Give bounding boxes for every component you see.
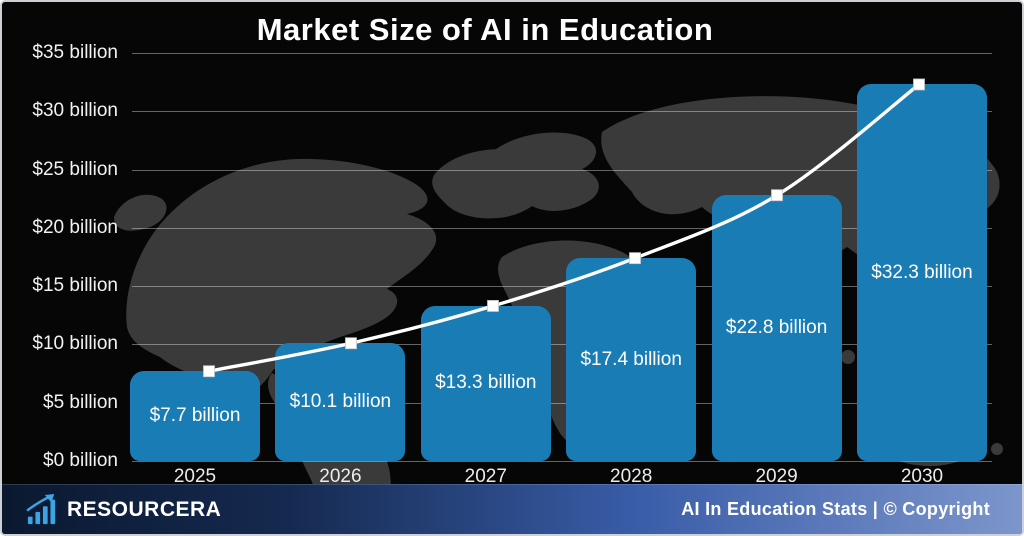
bar-2028: $17.4 billion bbox=[566, 258, 697, 461]
chart-title: Market Size of AI in Education bbox=[256, 12, 714, 47]
bar-value-label: $7.7 billion bbox=[149, 405, 241, 427]
x-tick-label: 2029 bbox=[755, 466, 798, 487]
x-tick-label: 2030 bbox=[900, 466, 944, 487]
bar-2025: $7.7 billion bbox=[130, 371, 260, 461]
resourcera-logo-icon bbox=[26, 493, 56, 524]
x-tick-label: 2028 bbox=[610, 466, 653, 487]
bar-value-label: $32.3 billion bbox=[871, 261, 973, 283]
y-tick-label: $35 billion bbox=[32, 42, 118, 63]
bar-value-label: $13.3 billion bbox=[435, 372, 537, 394]
footer-bar: RESOURCERA AI In Education Stats | © Cop… bbox=[2, 484, 1022, 534]
y-tick-label: $15 billion bbox=[32, 275, 118, 297]
gridline bbox=[132, 461, 992, 462]
bar-2030: $32.3 billion bbox=[857, 84, 987, 461]
brand-block: RESOURCERA bbox=[26, 493, 222, 526]
y-tick-label: $10 billion bbox=[32, 333, 118, 355]
brand-name: RESOURCERA bbox=[67, 497, 222, 521]
gridline bbox=[132, 402, 992, 404]
y-tick-label: $5 billion bbox=[43, 391, 118, 413]
footer-copyright-text: AI In Education Stats | © Copyright bbox=[681, 499, 990, 519]
y-tick-label: $20 billion bbox=[32, 216, 118, 238]
x-tick-label: 2025 bbox=[173, 466, 217, 487]
y-tick-label: $30 billion bbox=[32, 100, 118, 122]
y-tick-label: $0 billion bbox=[43, 450, 118, 471]
bar-value-label: $10.1 billion bbox=[289, 391, 392, 413]
x-tick-label: 2026 bbox=[319, 466, 362, 487]
bar-value-label: $22.8 billion bbox=[725, 317, 828, 339]
gridline bbox=[132, 53, 992, 54]
bar-2026: $10.1 billion bbox=[275, 343, 406, 461]
x-tick-label: 2027 bbox=[464, 466, 507, 487]
bar-2029: $22.8 billion bbox=[711, 195, 842, 461]
y-tick-label: $25 billion bbox=[32, 158, 118, 180]
bar-2027: $13.3 billion bbox=[420, 305, 551, 461]
bar-value-label: $17.4 billion bbox=[580, 348, 682, 370]
